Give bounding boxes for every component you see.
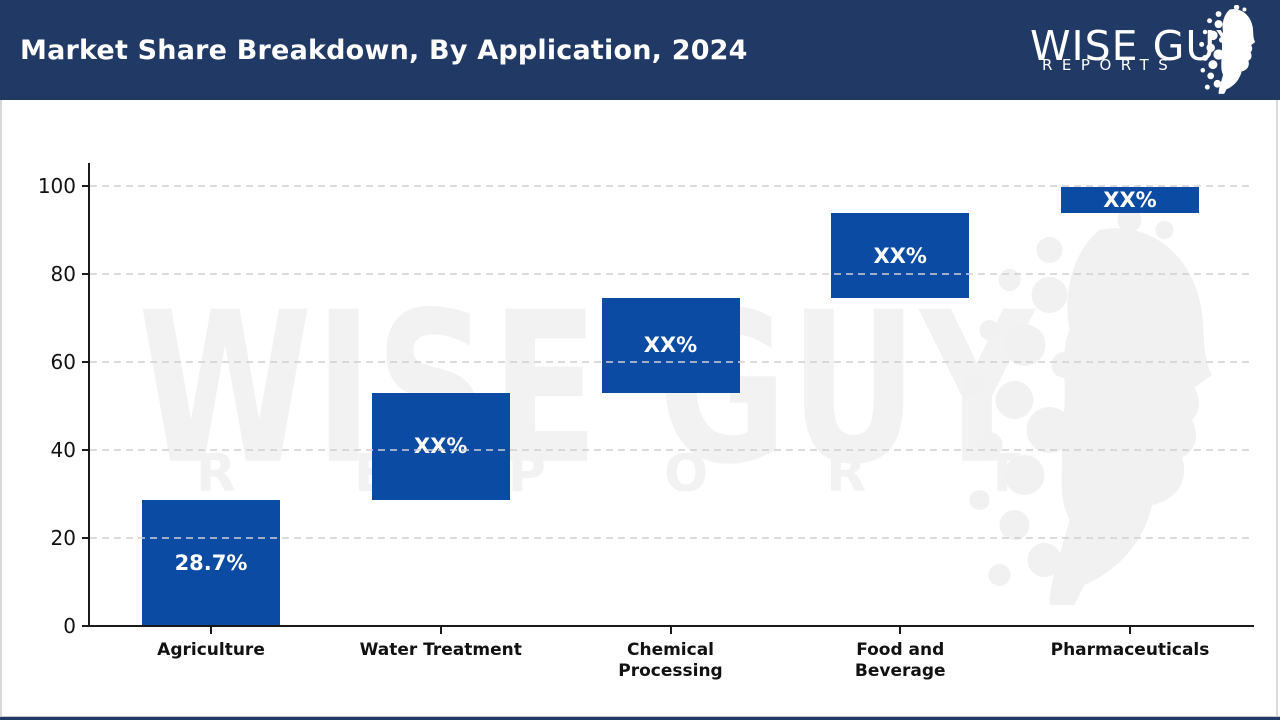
bar-value-label: XX%: [643, 333, 698, 358]
y-axis-tick-label: 80: [50, 262, 76, 286]
bar-water-treatment: XX%: [371, 392, 510, 500]
gridline: [90, 185, 1254, 187]
logo-text-reports: REPORTS: [1042, 56, 1178, 74]
gridline: [90, 361, 1254, 363]
bar-value-label: XX%: [873, 243, 927, 268]
bar-agriculture: 28.7%: [142, 499, 280, 626]
x-axis-category-label: Pharmaceuticals: [1050, 640, 1210, 660]
bar-food-and-beverage: XX%: [831, 213, 970, 299]
y-axis-tick: [82, 449, 88, 451]
bottom-border: [0, 716, 1280, 717]
y-axis-tick-label: 100: [37, 174, 76, 198]
y-axis-tick-label: 20: [50, 526, 76, 550]
y-axis-tick: [82, 273, 88, 275]
bar-value-label: XX%: [1103, 188, 1157, 213]
x-axis-category-label: Chemical Processing: [618, 640, 723, 682]
bar-pharmaceuticals: XX%: [1061, 186, 1199, 214]
x-axis-tick: [439, 627, 442, 634]
gridline: [90, 273, 1254, 275]
x-axis-category-label: Agriculture: [157, 640, 265, 660]
x-axis-tick: [669, 627, 672, 634]
x-axis-category-label: Food and Beverage: [854, 640, 946, 682]
y-axis-tick-label: 0: [63, 614, 76, 638]
y-axis-tick: [82, 361, 88, 363]
content-frame: [0, 100, 1278, 716]
x-axis-tick: [899, 627, 902, 634]
bar-value-label: 28.7%: [174, 550, 248, 575]
gridline: [90, 537, 1254, 539]
wise-guy-logo: WISE GUY REPORTS: [1028, 0, 1268, 100]
bottom-accent-strip: [0, 717, 1280, 720]
y-axis-tick-label: 60: [50, 350, 76, 374]
bar-chemical-processing: XX%: [601, 298, 740, 393]
watermark-text-wise-guy: WISE GUY: [138, 268, 1037, 511]
page-title: Market Share Breakdown, By Application, …: [20, 34, 748, 66]
bar-value-label: XX%: [414, 434, 468, 459]
y-axis-tick: [82, 537, 88, 539]
logo-text-wise-guy: WISE GUY: [1030, 22, 1243, 70]
gridline: [90, 449, 1254, 451]
x-axis-line: [88, 625, 1254, 627]
dotted-head-profile-icon: [1199, 5, 1256, 94]
x-axis-tick: [1129, 627, 1131, 634]
watermark-dotted-head-icon: [963, 210, 1212, 605]
y-axis-line: [88, 163, 90, 627]
y-axis-tick-label: 40: [50, 438, 76, 462]
y-axis-tick: [82, 185, 88, 187]
y-axis-tick: [82, 625, 88, 627]
x-axis-tick: [210, 627, 212, 634]
x-axis-category-label: Water Treatment: [359, 640, 522, 660]
header-bar: Market Share Breakdown, By Application, …: [0, 0, 1280, 100]
